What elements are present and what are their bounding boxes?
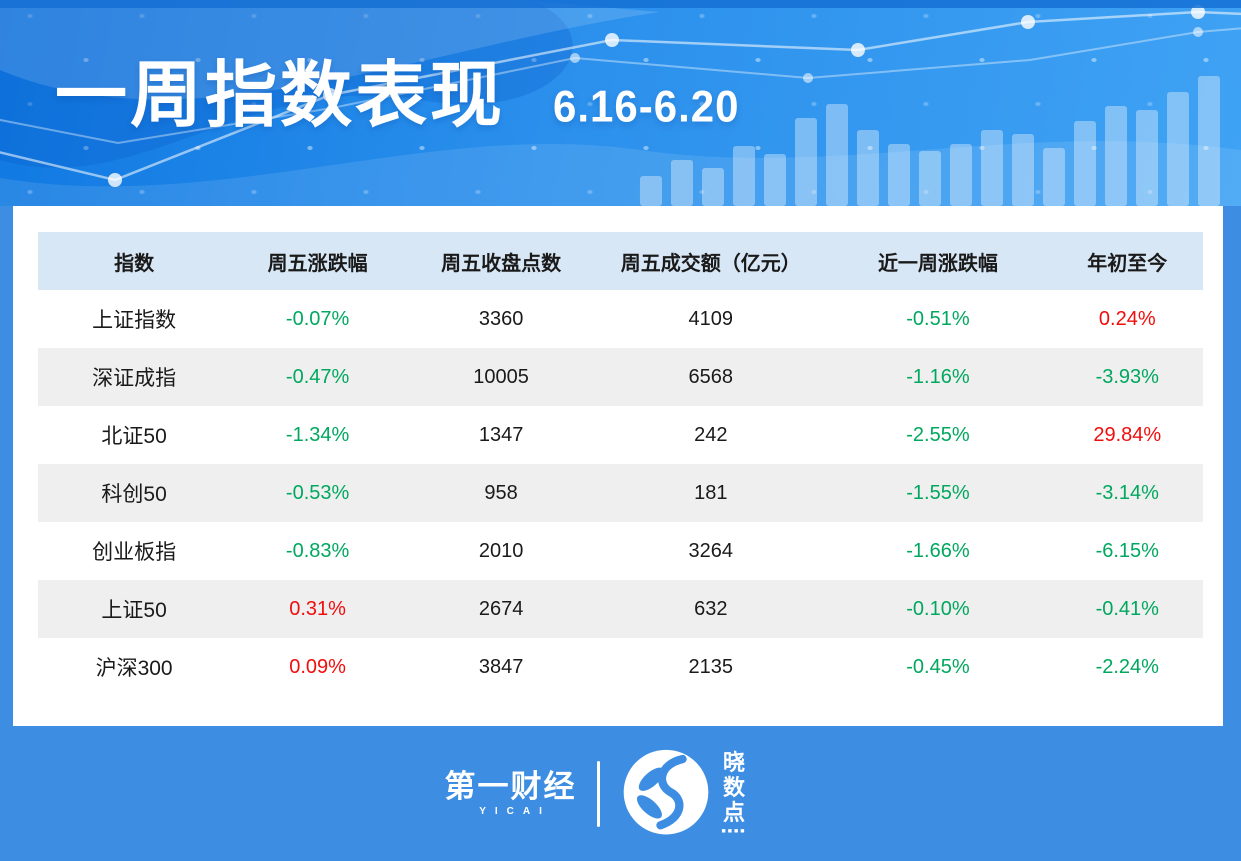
- column-header: 周五收盘点数: [441, 252, 562, 275]
- value-cell: -0.83%: [285, 539, 350, 562]
- value-cell: -3.93%: [1095, 365, 1159, 388]
- value-cell: -0.07%: [285, 307, 350, 330]
- table-row: 上证指数 -0.07% 3360 4109 -0.51% 0.24%: [38, 290, 1203, 348]
- index-name-cell: 深证成指: [92, 367, 177, 390]
- value-cell: -0.47%: [285, 365, 350, 388]
- line-chart-motif: [0, 5, 1241, 187]
- value-cell: 6568: [688, 365, 734, 388]
- value-cell: 0.24%: [1098, 307, 1156, 330]
- value-cell: 1347: [478, 423, 524, 446]
- value-cell: -6.15%: [1095, 539, 1159, 562]
- table-row: 上证50 0.31% 2674 632 -0.10% -0.41%: [38, 580, 1203, 638]
- value-cell: 2010: [478, 539, 524, 562]
- bar-chart-motif: [640, 76, 1220, 206]
- column-header: 指数: [114, 252, 155, 275]
- index-name-cell: 沪深300: [95, 657, 173, 680]
- logo-dots: ■■■■: [721, 828, 747, 835]
- value-cell: 29.84%: [1093, 423, 1162, 446]
- column-header: 周五涨跌幅: [267, 252, 368, 275]
- value-cell: -0.45%: [906, 655, 970, 678]
- index-table-body: 上证指数 -0.07% 3360 4109 -0.51% 0.24% 深证成指 -0.47% 1…: [38, 290, 1203, 696]
- value-cell: 4109: [688, 307, 734, 330]
- date-range-label: 6.16-6.20: [553, 81, 740, 132]
- value-cell: -0.10%: [906, 597, 970, 620]
- logo-char: 数: [722, 775, 745, 800]
- yicai-logo-text: 第一财经: [444, 768, 577, 804]
- value-cell: 2674: [478, 597, 524, 620]
- logo-char: 晓: [722, 750, 745, 775]
- value-cell: 0.31%: [289, 597, 346, 620]
- column-header: 周五成交额（亿元）: [620, 252, 801, 275]
- index-performance-table: 指数 周五涨跌幅 周五收盘点数 周五成交额（亿元） 近一周涨跌幅 年初至今 上证指数 -0.…: [38, 232, 1203, 696]
- light-wave-shape: [0, 0, 660, 100]
- value-cell: 242: [694, 423, 728, 446]
- xiaoshudian-logo-icon: [623, 749, 709, 840]
- xiaoshudian-logo-text: 晓 数 点 ■■■■: [722, 750, 747, 837]
- page-title: 一周指数表现: [55, 56, 506, 136]
- table-row: 创业板指 -0.83% 2010 3264 -1.66% -6.15%: [38, 522, 1203, 580]
- value-cell: 0.09%: [289, 655, 346, 678]
- index-name-cell: 科创50: [101, 483, 167, 506]
- value-cell: -0.53%: [285, 481, 350, 504]
- column-header: 年初至今: [1087, 252, 1168, 275]
- value-cell: 3264: [688, 539, 734, 562]
- logo-char: 点: [722, 800, 745, 825]
- value-cell: -3.14%: [1095, 481, 1159, 504]
- footer-band: 第一财经 YICAI 晓 数 点 ■■■■: [0, 726, 1241, 861]
- table-row: 深证成指 -0.47% 10005 6568 -1.16% -3.93%: [38, 348, 1203, 406]
- value-cell: -1.16%: [906, 365, 970, 388]
- yicai-logo-latin: YICAI: [479, 805, 551, 817]
- index-name-cell: 创业板指: [92, 541, 177, 564]
- value-cell: -2.24%: [1095, 655, 1159, 678]
- table-row: 科创50 -0.53% 958 181 -1.55% -3.14%: [38, 464, 1203, 522]
- value-cell: 3847: [478, 655, 524, 678]
- banner-decorations: [0, 0, 1241, 206]
- logo-divider: [596, 760, 600, 827]
- banner-title-row: 一周指数表现 6.16-6.20: [55, 60, 740, 132]
- value-cell: 632: [694, 597, 728, 620]
- table-header-row: 指数 周五涨跌幅 周五收盘点数 周五成交额（亿元） 近一周涨跌幅 年初至今: [38, 232, 1203, 290]
- value-cell: 3360: [478, 307, 524, 330]
- value-cell: -0.51%: [906, 307, 970, 330]
- index-name-cell: 上证50: [101, 599, 167, 622]
- value-cell: -1.34%: [285, 423, 350, 446]
- value-cell: 10005: [473, 365, 529, 388]
- value-cell: -1.55%: [906, 481, 970, 504]
- value-cell: 181: [694, 481, 728, 504]
- index-name-cell: 上证指数: [92, 309, 177, 332]
- index-name-cell: 北证50: [101, 425, 167, 448]
- banner: 一周指数表现 6.16-6.20: [0, 0, 1241, 206]
- value-cell: -0.41%: [1095, 597, 1159, 620]
- brand-logos: 第一财经 YICAI 晓 数 点 ■■■■: [445, 748, 747, 840]
- dot-grid-pattern: [0, 0, 1241, 206]
- dark-wave-shape: [0, 0, 573, 168]
- value-cell: 2135: [688, 655, 734, 678]
- yicai-logo: 第一财经 YICAI: [445, 771, 577, 817]
- value-cell: -2.55%: [906, 423, 970, 446]
- banner-top-strip: [0, 0, 1241, 8]
- table-card: 指数 周五涨跌幅 周五收盘点数 周五成交额（亿元） 近一周涨跌幅 年初至今 上证指数 -0.…: [13, 206, 1223, 726]
- value-cell: -1.66%: [906, 539, 970, 562]
- light-band-shape: [0, 141, 1241, 206]
- column-header: 近一周涨跌幅: [877, 252, 998, 275]
- table-row: 沪深300 0.09% 3847 2135 -0.45% -2.24%: [38, 638, 1203, 696]
- table-row: 北证50 -1.34% 1347 242 -2.55% 29.84%: [38, 406, 1203, 464]
- value-cell: 958: [484, 481, 518, 504]
